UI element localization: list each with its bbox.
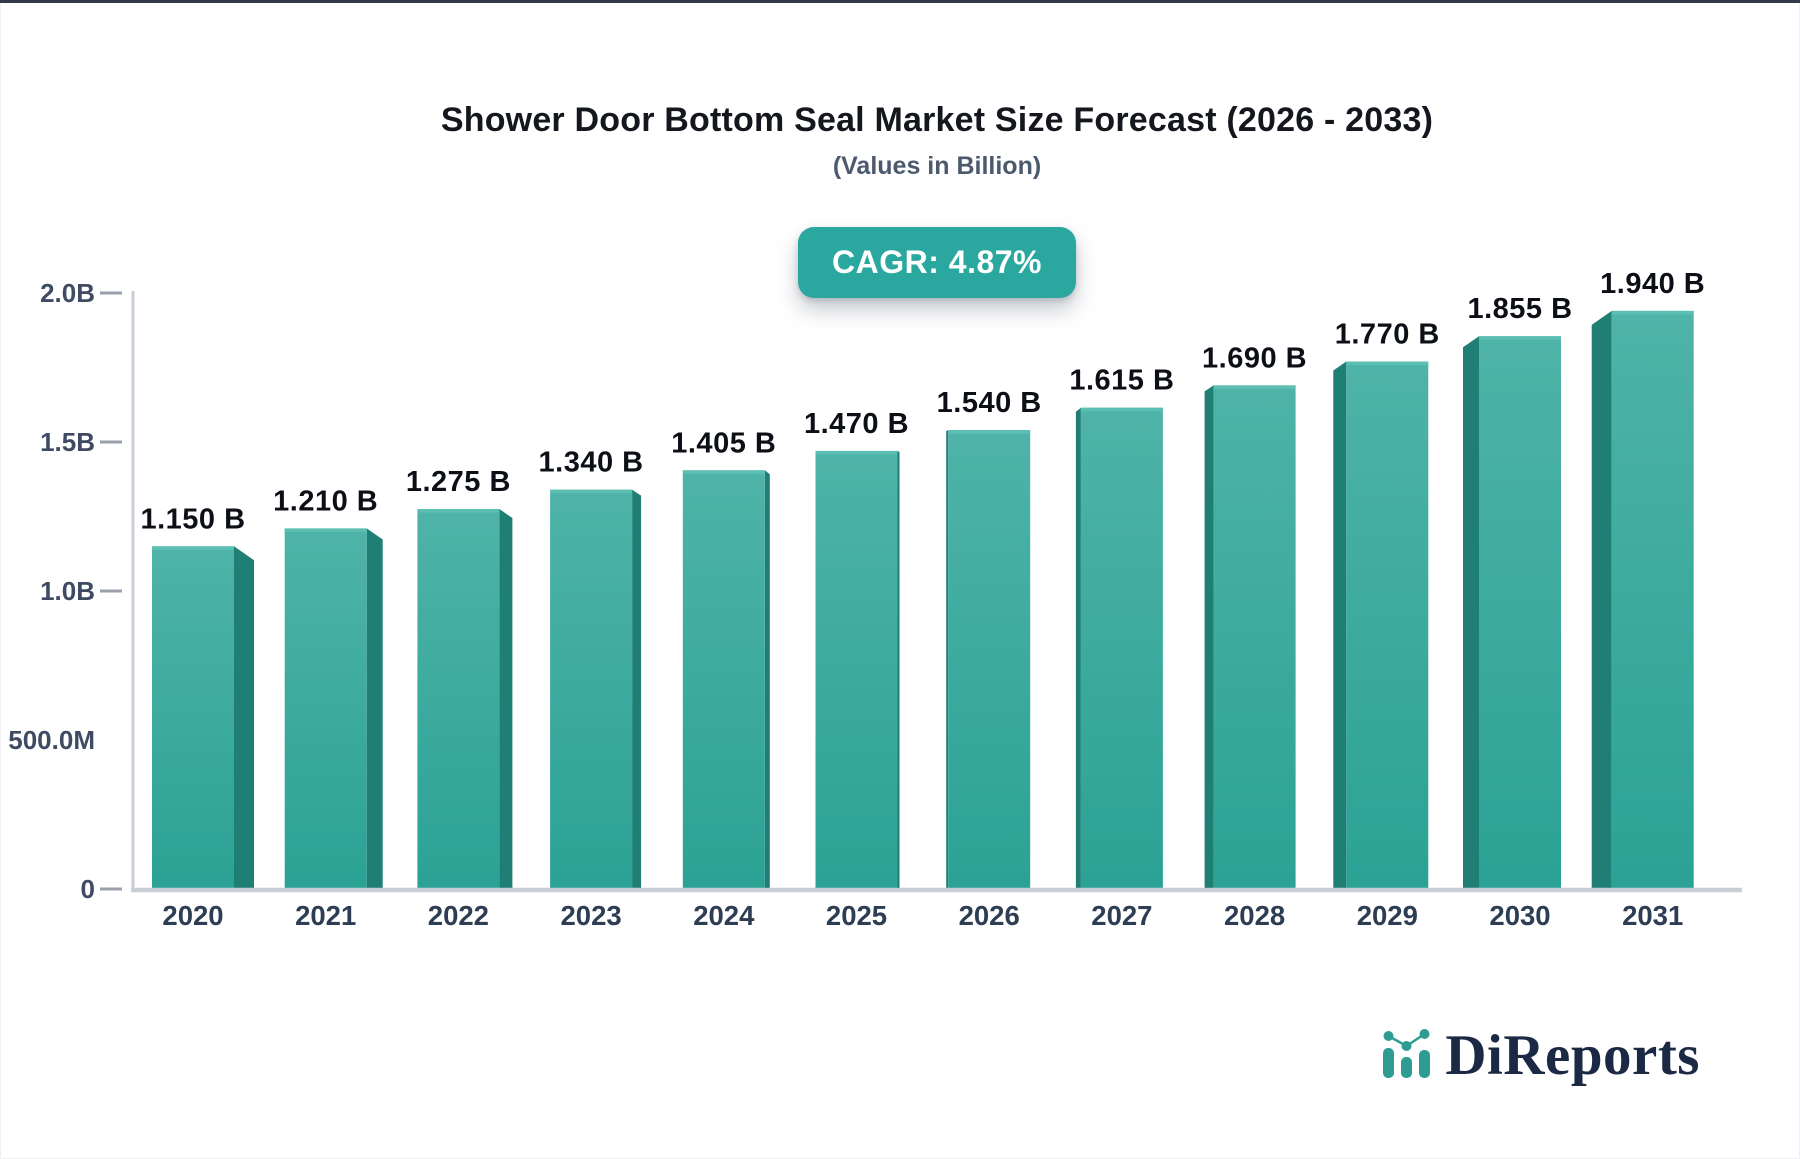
svg-text:1.855 B: 1.855 B bbox=[1467, 293, 1572, 325]
chart-header: Shower Door Bottom Seal Market Size Fore… bbox=[70, 3, 1800, 298]
svg-text:2020: 2020 bbox=[162, 900, 223, 931]
svg-text:2029: 2029 bbox=[1357, 900, 1418, 931]
chart-subtitle: (Values in Billion) bbox=[832, 152, 1042, 180]
bar-chart-canvas: 2.0B 1.5B 1.0B 500.0M 0 1.150 B 2020 1.210 B 202… bbox=[8, 268, 1742, 931]
svg-text:2028: 2028 bbox=[1224, 900, 1285, 931]
logo-wordmark: DiReports bbox=[1445, 1024, 1700, 1087]
svg-text:500.0M: 500.0M bbox=[8, 725, 95, 755]
svg-text:2026: 2026 bbox=[959, 900, 1020, 931]
svg-text:1.470 B: 1.470 B bbox=[804, 408, 909, 440]
svg-text:2022: 2022 bbox=[428, 900, 489, 931]
direports-logo: DiReports bbox=[1382, 1025, 1700, 1087]
svg-text:1.210 B: 1.210 B bbox=[273, 485, 378, 517]
cagr-badge: CAGR: 4.87% bbox=[798, 227, 1076, 298]
svg-text:2025: 2025 bbox=[826, 900, 887, 931]
svg-text:1.690 B: 1.690 B bbox=[1202, 342, 1307, 374]
svg-text:1.0B: 1.0B bbox=[40, 576, 95, 606]
svg-text:2027: 2027 bbox=[1091, 900, 1152, 931]
svg-text:2031: 2031 bbox=[1622, 900, 1683, 931]
svg-text:1.5B: 1.5B bbox=[40, 427, 95, 457]
svg-text:2.0B: 2.0B bbox=[40, 278, 95, 308]
svg-text:1.540 B: 1.540 B bbox=[937, 387, 1042, 419]
svg-text:1.770 B: 1.770 B bbox=[1335, 319, 1440, 351]
svg-text:0: 0 bbox=[81, 874, 95, 904]
svg-text:1.150 B: 1.150 B bbox=[140, 503, 245, 535]
chart-title: Shower Door Bottom Seal Market Size Fore… bbox=[440, 101, 1434, 139]
svg-text:2021: 2021 bbox=[295, 900, 356, 931]
svg-text:1.405 B: 1.405 B bbox=[671, 427, 776, 459]
svg-text:1.615 B: 1.615 B bbox=[1069, 365, 1174, 397]
logo-chart-icon bbox=[1383, 1029, 1431, 1078]
svg-text:1.340 B: 1.340 B bbox=[539, 447, 644, 479]
svg-text:1.275 B: 1.275 B bbox=[406, 466, 511, 498]
svg-text:2024: 2024 bbox=[693, 900, 755, 931]
svg-text:2030: 2030 bbox=[1489, 900, 1550, 931]
svg-text:2023: 2023 bbox=[561, 900, 622, 931]
svg-text:1.940 B: 1.940 B bbox=[1600, 268, 1705, 300]
